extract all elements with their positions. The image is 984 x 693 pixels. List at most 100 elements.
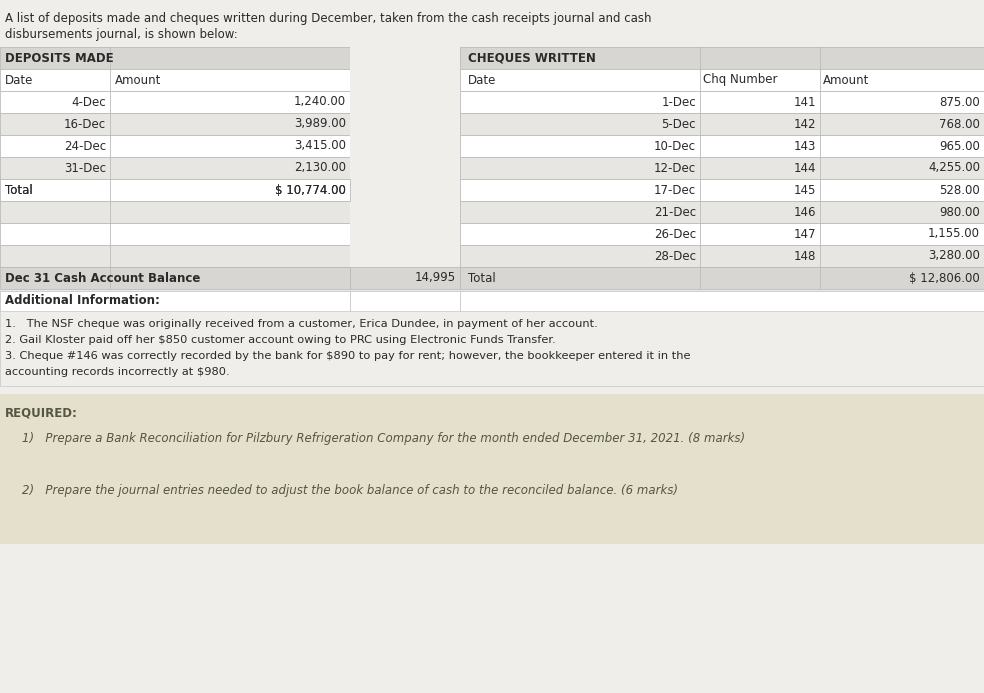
Bar bbox=[350, 201, 460, 223]
Bar bbox=[460, 267, 984, 289]
Text: A list of deposits made and cheques written during December, taken from the cash: A list of deposits made and cheques writ… bbox=[5, 12, 651, 25]
Bar bbox=[0, 91, 984, 113]
Text: 2. Gail Kloster paid off her $850 customer account owing to PRC using Electronic: 2. Gail Kloster paid off her $850 custom… bbox=[5, 335, 556, 345]
Text: REQUIRED:: REQUIRED: bbox=[5, 406, 78, 419]
Text: Date: Date bbox=[468, 73, 496, 87]
Bar bbox=[0, 157, 984, 179]
Bar bbox=[0, 113, 984, 135]
Bar bbox=[0, 267, 350, 289]
Text: 528.00: 528.00 bbox=[940, 184, 980, 197]
Text: 12-Dec: 12-Dec bbox=[654, 161, 696, 175]
Text: 144: 144 bbox=[793, 161, 816, 175]
Bar bbox=[0, 291, 350, 311]
Text: 145: 145 bbox=[794, 184, 816, 197]
Bar bbox=[0, 311, 984, 333]
Bar bbox=[460, 157, 984, 179]
Text: Additional Information:: Additional Information: bbox=[5, 295, 159, 308]
Bar bbox=[460, 179, 984, 201]
Text: Total: Total bbox=[468, 272, 496, 285]
Text: Amount: Amount bbox=[823, 73, 870, 87]
Text: 146: 146 bbox=[793, 206, 816, 218]
Text: 16-Dec: 16-Dec bbox=[64, 118, 106, 130]
Text: 3,989.00: 3,989.00 bbox=[294, 118, 346, 130]
Text: 10-Dec: 10-Dec bbox=[654, 139, 696, 152]
Bar bbox=[0, 113, 350, 135]
Bar bbox=[350, 47, 460, 69]
Bar bbox=[460, 245, 984, 267]
Text: disbursements journal, is shown below:: disbursements journal, is shown below: bbox=[5, 28, 238, 41]
Bar bbox=[0, 157, 350, 179]
Bar bbox=[0, 47, 350, 69]
Bar bbox=[350, 135, 460, 157]
Text: 28-Dec: 28-Dec bbox=[654, 249, 696, 263]
Text: DEPOSITS MADE: DEPOSITS MADE bbox=[5, 51, 113, 64]
Bar bbox=[350, 223, 460, 245]
Bar bbox=[460, 135, 984, 157]
Bar bbox=[0, 245, 984, 267]
Bar bbox=[460, 91, 984, 113]
Text: 875.00: 875.00 bbox=[940, 96, 980, 109]
Text: 1,240.00: 1,240.00 bbox=[294, 96, 346, 109]
Text: 1.   The NSF cheque was originally received from a customer, Erica Dundee, in pa: 1. The NSF cheque was originally receive… bbox=[5, 319, 597, 329]
Bar bbox=[460, 201, 984, 223]
Bar bbox=[0, 289, 984, 311]
Text: 980.00: 980.00 bbox=[940, 206, 980, 218]
Text: 768.00: 768.00 bbox=[939, 118, 980, 130]
Text: 2)   Prepare the journal entries needed to adjust the book balance of cash to th: 2) Prepare the journal entries needed to… bbox=[22, 484, 678, 497]
Bar bbox=[460, 113, 984, 135]
Bar bbox=[0, 291, 984, 386]
Bar bbox=[0, 201, 984, 223]
Bar bbox=[0, 135, 350, 157]
Text: Date: Date bbox=[5, 73, 33, 87]
Bar bbox=[350, 113, 460, 135]
Text: 24-Dec: 24-Dec bbox=[64, 139, 106, 152]
Text: 965.00: 965.00 bbox=[939, 139, 980, 152]
Bar bbox=[0, 179, 350, 201]
Text: 3. Cheque #146 was correctly recorded by the bank for $890 to pay for rent; howe: 3. Cheque #146 was correctly recorded by… bbox=[5, 351, 691, 361]
Bar bbox=[0, 179, 350, 201]
Bar bbox=[0, 394, 984, 544]
Bar bbox=[0, 201, 350, 223]
Bar bbox=[0, 91, 350, 113]
Bar bbox=[460, 291, 984, 311]
Bar bbox=[0, 223, 350, 245]
Text: $ 12,806.00: $ 12,806.00 bbox=[909, 272, 980, 285]
Text: 26-Dec: 26-Dec bbox=[654, 227, 696, 240]
Text: 2,130.00: 2,130.00 bbox=[294, 161, 346, 175]
Text: 1-Dec: 1-Dec bbox=[661, 96, 696, 109]
Text: 17-Dec: 17-Dec bbox=[654, 184, 696, 197]
Bar bbox=[0, 69, 350, 91]
Text: 148: 148 bbox=[794, 249, 816, 263]
Bar bbox=[0, 5, 984, 47]
Bar bbox=[0, 223, 984, 245]
Bar bbox=[350, 291, 460, 311]
Bar bbox=[350, 245, 460, 267]
Text: $ 10,774.00: $ 10,774.00 bbox=[276, 184, 346, 197]
Text: Total: Total bbox=[5, 184, 32, 197]
Text: 4,255.00: 4,255.00 bbox=[928, 161, 980, 175]
Text: 14,995: 14,995 bbox=[415, 272, 456, 285]
Bar bbox=[350, 267, 460, 289]
Text: 5-Dec: 5-Dec bbox=[661, 118, 696, 130]
Text: Chq Number: Chq Number bbox=[703, 73, 777, 87]
Text: 1)   Prepare a Bank Reconciliation for Pilzbury Refrigeration Company for the mo: 1) Prepare a Bank Reconciliation for Pil… bbox=[22, 432, 745, 445]
Text: 1,155.00: 1,155.00 bbox=[928, 227, 980, 240]
Text: 141: 141 bbox=[793, 96, 816, 109]
Text: 21-Dec: 21-Dec bbox=[654, 206, 696, 218]
Text: 4-Dec: 4-Dec bbox=[72, 96, 106, 109]
Bar bbox=[0, 245, 350, 267]
Text: 143: 143 bbox=[794, 139, 816, 152]
Text: $ 10,774.00: $ 10,774.00 bbox=[276, 184, 346, 197]
Text: CHEQUES WRITTEN: CHEQUES WRITTEN bbox=[468, 51, 596, 64]
Text: accounting records incorrectly at $980.: accounting records incorrectly at $980. bbox=[5, 367, 229, 377]
Text: Amount: Amount bbox=[115, 73, 161, 87]
Bar bbox=[460, 69, 984, 91]
Bar bbox=[350, 91, 460, 113]
Bar bbox=[460, 223, 984, 245]
Text: 147: 147 bbox=[793, 227, 816, 240]
Bar bbox=[350, 179, 460, 201]
Text: Dec 31 Cash Account Balance: Dec 31 Cash Account Balance bbox=[5, 272, 201, 285]
Bar bbox=[350, 69, 460, 91]
Text: 142: 142 bbox=[793, 118, 816, 130]
Text: 3,415.00: 3,415.00 bbox=[294, 139, 346, 152]
